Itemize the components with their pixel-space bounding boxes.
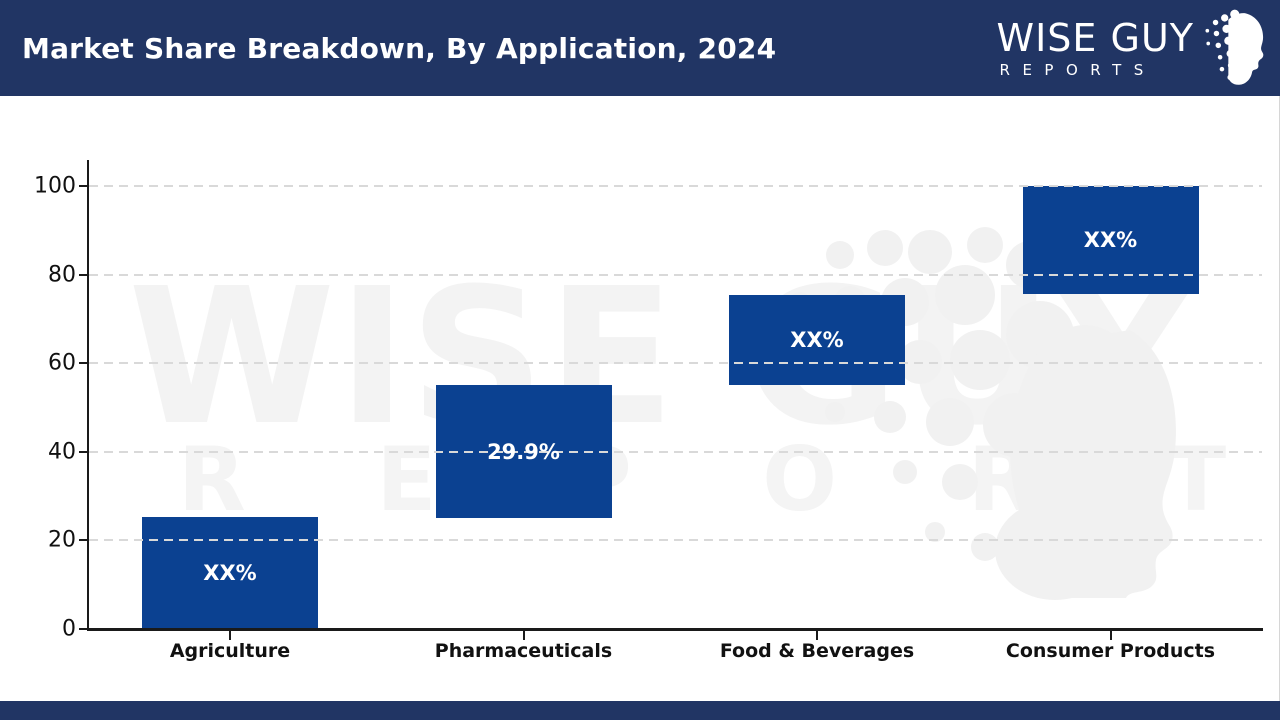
footer-band	[0, 701, 1280, 720]
y-tick-label: 0	[62, 616, 76, 642]
x-tick-label: Consumer Products	[1005, 640, 1216, 662]
y-axis-tick	[79, 185, 87, 187]
brand-head-icon	[1205, 9, 1264, 85]
y-axis-tick	[79, 450, 87, 453]
y-axis-tick	[79, 539, 87, 542]
x-tick-label: Agriculture	[169, 640, 291, 662]
x-axis-tick	[522, 631, 525, 640]
x-tick-label: Pharmaceuticals	[434, 640, 613, 662]
brand-name: WISE GUY	[996, 15, 1194, 60]
y-tick-label: 100	[34, 173, 76, 199]
y-axis-tick	[79, 273, 87, 276]
y-axis-spine	[87, 160, 89, 630]
y-tick-label: 20	[48, 527, 76, 553]
y-axis-tick	[79, 362, 87, 365]
x-tick-label: Food & Beverages	[719, 640, 915, 662]
y-tick-label: 80	[48, 262, 76, 288]
x-axis-tick	[229, 631, 231, 640]
y-tick-label: 60	[48, 350, 76, 376]
y-axis-tick	[79, 628, 87, 630]
x-axis-tick	[1109, 631, 1112, 640]
bar-value-label: XX%	[203, 561, 257, 586]
x-axis-spine	[87, 628, 1263, 631]
brand-subtitle: REPORTS	[999, 61, 1156, 80]
y-tick-label: 40	[48, 439, 76, 465]
page-title: Market Share Breakdown, By Application, …	[22, 31, 777, 65]
gridline-100	[89, 185, 1262, 187]
header-band: Market Share Breakdown, By Application, …	[0, 0, 1280, 96]
brand-logo: WISE GUY REPORTS	[997, 8, 1264, 90]
x-axis-tick	[816, 631, 818, 640]
watermark-head-icon	[790, 227, 1176, 600]
bar-agriculture	[142, 517, 318, 629]
brand-text: WISE GUY REPORTS	[996, 15, 1194, 80]
